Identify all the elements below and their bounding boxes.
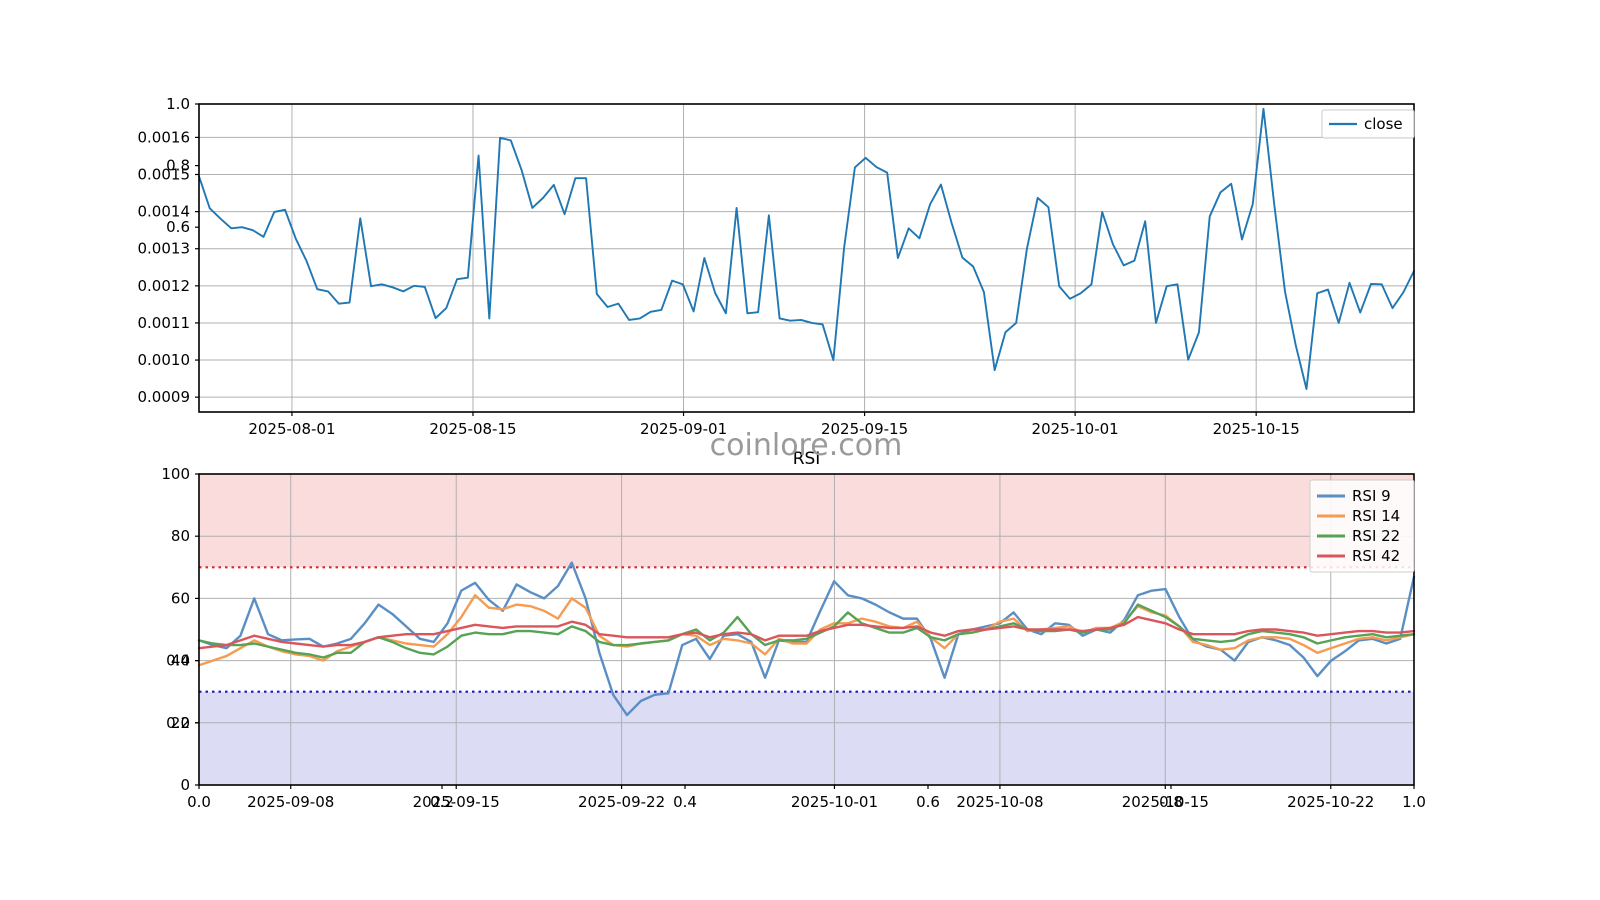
rsi-y-tick-label: 0: [180, 776, 190, 794]
rsi-oversold-band: [199, 691, 1414, 785]
rsi-legend-label: RSI 14: [1352, 507, 1400, 525]
rsi-x-tick-label: 2025-10-01: [791, 793, 878, 811]
price-chart-panel: 0.0009 0.0010 0.0011 0.0012 0.0013 0.0014 0.00…: [138, 95, 1415, 438]
rsi-legend-label: RSI 42: [1352, 547, 1400, 565]
price-legend-box: [1321, 109, 1415, 139]
price-axes-frame: [198, 103, 1415, 413]
rsi-y-axis-labels: 0 20 40 60 80 100: [161, 465, 199, 794]
rsi-secondary-y-tick-label: 0.2: [166, 714, 190, 732]
price-y-tick-label: 0.0014: [138, 203, 191, 221]
price-secondary-y-tick-label: 0.6: [166, 218, 190, 236]
rsi-y-tick-label: 40: [171, 652, 190, 670]
price-y-tick-label: 0.0011: [138, 314, 191, 332]
price-gridlines: [199, 104, 1414, 412]
rsi-secondary-x-tick-label: 0.2: [430, 793, 454, 811]
price-secondary-y-axis-labels: 0.6 0.8 1.0: [166, 95, 199, 236]
rsi-series-line-rsi-14: [197, 594, 1416, 667]
rsi-x-tick-label: 2025-09-08: [247, 793, 334, 811]
rsi-axes-frame: [198, 473, 1415, 786]
price-y-axis-labels: 0.0009 0.0010 0.0011 0.0012 0.0013 0.0014 0.00…: [138, 128, 199, 406]
price-x-axis-labels: 2025-08-01 2025-08-15 2025-09-01 2025-09-15…: [248, 412, 1300, 438]
rsi-secondary-x-tick-label: 0.0: [187, 793, 211, 811]
price-x-tick-label: 2025-08-01: [248, 420, 335, 438]
rsi-y-tick-label: 60: [171, 589, 190, 607]
rsi-secondary-x-tick-label: 0.6: [916, 793, 940, 811]
rsi-overbought-band: [199, 474, 1414, 568]
rsi-y-tick-label: 20: [171, 714, 190, 732]
price-y-tick-label: 0.0016: [138, 128, 191, 146]
price-secondary-y-tick-label: 1.0: [166, 95, 190, 113]
price-y-tick-label: 0.0013: [138, 240, 191, 258]
rsi-series-line-rsi-22: [197, 603, 1416, 659]
rsi-secondary-y-tick-label: 0.4: [166, 652, 190, 670]
rsi-x-tick-label: 2025-10-15: [1122, 793, 1209, 811]
price-y-tick-label: 0.0010: [138, 351, 191, 369]
price-x-tick-label: 2025-09-15: [821, 420, 908, 438]
rsi-legend-label: RSI 22: [1352, 527, 1400, 545]
rsi-y-tick-label: 80: [171, 527, 190, 545]
watermark: coinlore.com: [710, 428, 903, 463]
rsi-x-tick-label: 2025-09-22: [578, 793, 665, 811]
rsi-legend-box: [1309, 479, 1415, 573]
rsi-legend: RSI 9 RSI 14 RSI 22 RSI 42: [1309, 479, 1415, 573]
price-x-tick-label: 2025-08-15: [429, 420, 516, 438]
rsi-x-tick-label: 2025-10-08: [956, 793, 1043, 811]
price-close-line: [198, 107, 1415, 390]
price-secondary-y-tick-label: 0.8: [166, 157, 190, 175]
rsi-series-line-rsi-42: [197, 615, 1416, 650]
rsi-secondary-x-tick-label: 0.4: [673, 793, 697, 811]
price-y-tick-label: 0.0015: [138, 166, 191, 184]
rsi-x-axis-labels: 2025-09-08 2025-09-15 2025-09-22 2025-10-01…: [247, 785, 1374, 811]
rsi-legend-label: RSI 9: [1352, 487, 1391, 505]
rsi-x-tick-label: 2025-10-22: [1287, 793, 1374, 811]
rsi-secondary-y-axis-labels: 0.2 0.4: [166, 652, 199, 732]
rsi-x-tick-label: 2025-09-15: [413, 793, 500, 811]
rsi-secondary-x-axis-labels: 0.0 0.2 0.4 0.6 0.8 1.0: [187, 785, 1426, 811]
price-x-tick-label: 2025-09-01: [640, 420, 727, 438]
price-x-tick-label: 2025-10-15: [1213, 420, 1300, 438]
watermark-text: coinlore.com: [710, 428, 903, 463]
rsi-secondary-x-tick-label: 0.8: [1159, 793, 1183, 811]
rsi-y-tick-label: 100: [161, 465, 190, 483]
price-legend-label: close: [1364, 115, 1403, 133]
price-x-tick-label: 2025-10-01: [1032, 420, 1119, 438]
rsi-gridlines: [199, 474, 1414, 785]
price-y-tick-label: 0.0012: [138, 277, 191, 295]
price-y-tick-label: 0.0009: [138, 388, 191, 406]
rsi-secondary-x-tick-label: 1.0: [1402, 793, 1426, 811]
price-legend: close: [1321, 109, 1415, 139]
rsi-panel-title: RSI: [793, 449, 821, 469]
price-plot-area: [199, 104, 1414, 412]
